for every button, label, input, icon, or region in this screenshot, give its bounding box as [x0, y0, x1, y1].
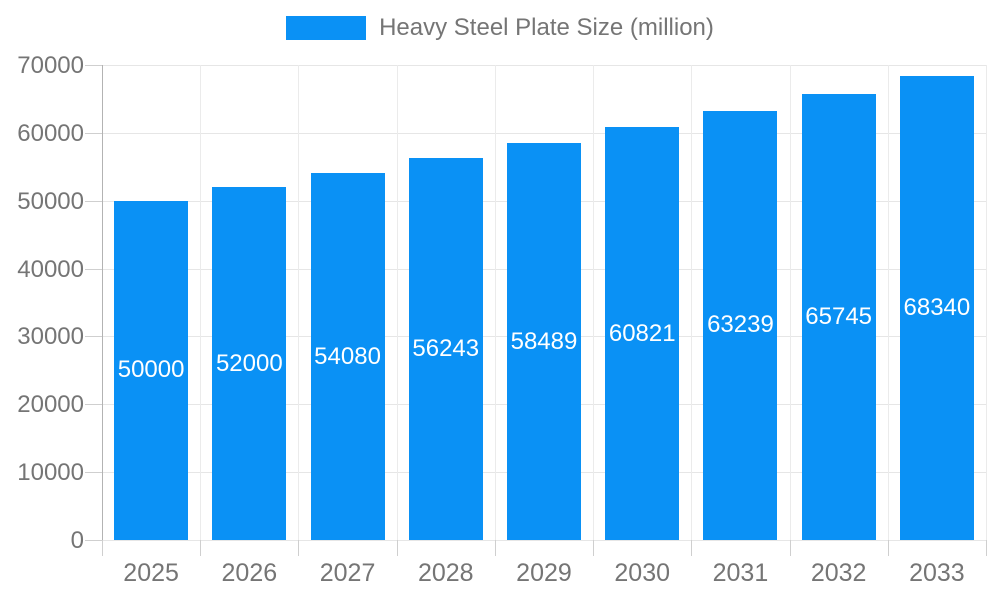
gridline-vertical — [593, 65, 594, 540]
x-axis-tick — [986, 540, 987, 556]
y-axis-tick-label: 30000 — [17, 323, 84, 351]
gridline-vertical — [397, 65, 398, 540]
x-axis-tick-label: 2033 — [909, 559, 965, 587]
legend-swatch[interactable] — [286, 16, 367, 40]
bar-value-label: 52000 — [215, 349, 283, 377]
bar-2027[interactable] — [310, 173, 385, 540]
x-axis-tick — [102, 540, 103, 556]
legend-label[interactable]: Heavy Steel Plate Size (million) — [379, 14, 714, 41]
x-axis-tick — [495, 540, 496, 556]
bar-value-label: 65745 — [805, 302, 873, 330]
bar-2032[interactable] — [801, 93, 876, 540]
y-axis-tick — [85, 200, 102, 202]
y-axis-tick — [85, 65, 102, 66]
bar-value-label: 54080 — [314, 342, 381, 370]
bar-2031[interactable] — [703, 110, 778, 540]
x-axis-tick-label: 2032 — [810, 559, 867, 587]
y-axis-tick-label: 0 — [70, 527, 84, 554]
bar-2029[interactable] — [507, 143, 581, 540]
y-axis-tick-label: 70000 — [17, 52, 84, 79]
y-axis-tick-label: 60000 — [17, 119, 84, 147]
bar-2030[interactable] — [605, 127, 680, 540]
legend: Heavy Steel Plate Size (million) — [0, 14, 1000, 42]
gridline-horizontal — [102, 65, 986, 66]
gridline-vertical — [888, 65, 889, 540]
y-axis-tick-label: 10000 — [17, 459, 84, 487]
x-axis-tick — [691, 540, 692, 556]
gridline-horizontal — [102, 540, 986, 541]
y-axis-tick — [85, 540, 102, 541]
bar-2025[interactable] — [114, 200, 189, 540]
bar-value-label: 60821 — [608, 319, 676, 347]
y-axis-tick — [85, 404, 102, 406]
bar-value-label: 63239 — [707, 311, 774, 339]
x-axis-tick — [593, 540, 594, 556]
y-axis-tick-label: 40000 — [17, 255, 84, 283]
gridline-horizontal — [102, 132, 986, 134]
gridline-vertical — [495, 65, 496, 540]
y-axis-tick — [85, 336, 102, 338]
x-axis-tick — [200, 540, 201, 556]
x-axis-tick — [888, 540, 889, 556]
y-axis-tick — [85, 472, 102, 474]
y-axis-tick-label: 50000 — [17, 187, 84, 215]
x-axis-tick-label: 2030 — [614, 559, 671, 587]
y-axis-line — [102, 65, 103, 556]
y-axis-tick-label: 20000 — [17, 391, 84, 419]
x-axis-tick-label: 2029 — [516, 559, 572, 587]
gridline-vertical — [691, 65, 692, 540]
x-axis-tick — [790, 540, 791, 556]
x-axis-tick-label: 2026 — [221, 559, 278, 587]
bar-2028[interactable] — [408, 158, 483, 540]
bar-value-label: 56243 — [412, 335, 480, 363]
gridline-vertical — [790, 65, 791, 540]
x-axis-tick-label: 2025 — [123, 559, 179, 587]
bar-value-label: 58489 — [510, 327, 578, 355]
bar-2033[interactable] — [899, 76, 974, 540]
gridline-vertical — [200, 65, 201, 540]
bar-2026[interactable] — [212, 187, 287, 540]
x-axis-tick — [397, 540, 398, 556]
y-axis-tick — [85, 268, 102, 270]
plot-area: 50000 52000 54080 56243 58489 60821 63239 65745… — [102, 65, 987, 541]
gridline-vertical — [298, 65, 299, 540]
y-axis-tick — [85, 132, 102, 134]
x-axis-tick-label: 2031 — [712, 559, 769, 587]
bar-value-label: 68340 — [903, 294, 971, 322]
x-axis-tick — [298, 540, 299, 556]
x-axis-tick-label: 2027 — [319, 559, 376, 587]
bar-value-label: 50000 — [117, 356, 185, 384]
gridline-vertical — [986, 65, 987, 540]
x-axis-tick-label: 2028 — [417, 559, 474, 587]
